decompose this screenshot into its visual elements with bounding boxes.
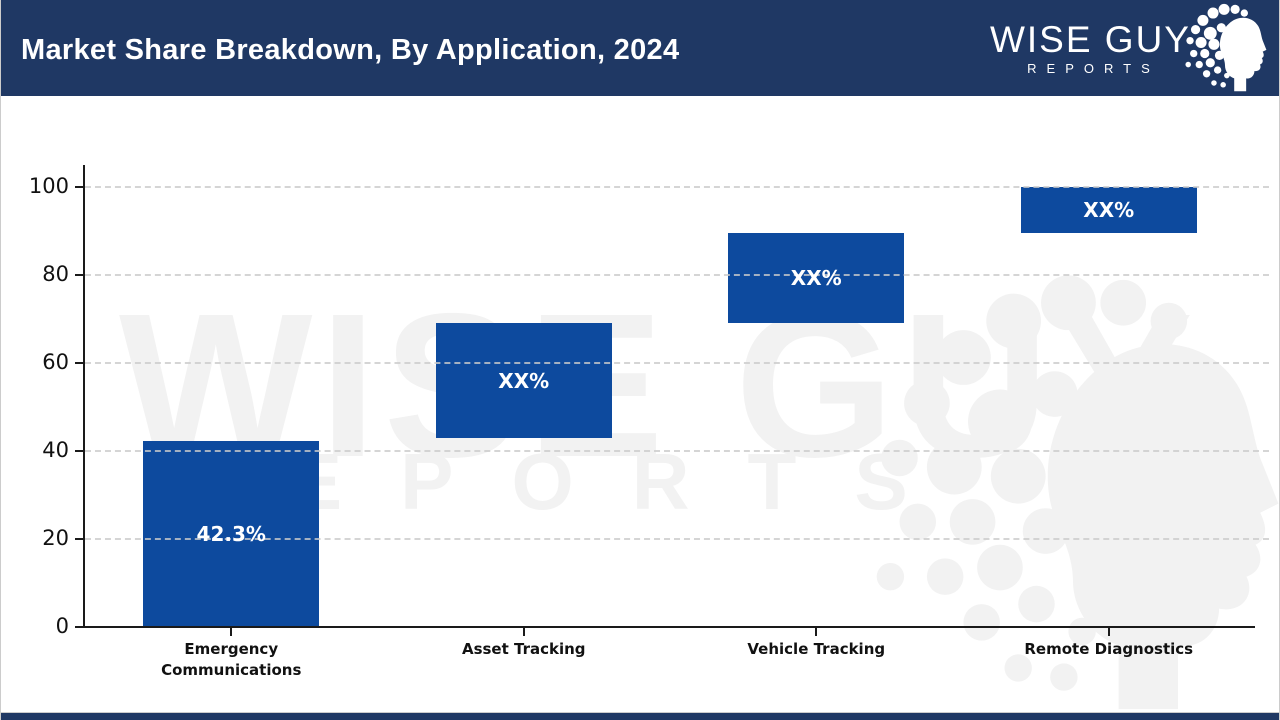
bar-value-label: XX%: [790, 266, 842, 291]
y-tick-mark: [75, 186, 84, 188]
x-axis-line: [83, 626, 1255, 628]
header: Market Share Breakdown, By Application, …: [1, 0, 1279, 96]
page-title: Market Share Breakdown, By Application, …: [21, 34, 680, 66]
gridline: [85, 538, 1269, 540]
y-tick-mark: [75, 538, 84, 540]
x-tick-mark: [815, 628, 818, 636]
x-category-label: Vehicle Tracking: [747, 640, 886, 658]
logo-line1: WISE GUY: [989, 19, 1191, 60]
x-tick-mark: [1107, 628, 1110, 636]
y-tick-label: 80: [42, 262, 69, 286]
bar: [435, 323, 612, 438]
bar-value-label: XX%: [1083, 198, 1135, 223]
brand-logo: WISE GUY REPORTS: [990, 2, 1273, 94]
logo-head-icon: [1177, 2, 1273, 94]
y-tick-label: 40: [42, 438, 69, 462]
x-tick-mark: [522, 628, 525, 636]
bar: [143, 440, 320, 627]
x-category-label: Remote Diagnostics: [1024, 640, 1194, 658]
gridline: [85, 450, 1269, 452]
y-tick-mark: [75, 362, 84, 364]
gridline: [85, 274, 1269, 276]
y-tick-label: 20: [42, 526, 69, 550]
bar-value-label: XX%: [498, 368, 550, 393]
watermark-head-icon: [863, 222, 1279, 720]
y-tick-mark: [75, 626, 84, 628]
gridline: [85, 362, 1269, 364]
footer-bar: [1, 712, 1279, 720]
y-tick-label: 60: [42, 350, 69, 374]
x-tick-mark: [230, 628, 233, 636]
y-tick-mark: [75, 450, 84, 452]
gridline: [85, 186, 1269, 188]
logo-line2: REPORTS: [1027, 61, 1160, 76]
bar-value-label: 42.3%: [196, 521, 266, 546]
y-tick-label: 100: [28, 174, 69, 198]
bar: [728, 233, 905, 324]
logo-wordmark: WISE GUY REPORTS: [989, 19, 1191, 77]
y-tick-label: 0: [55, 614, 69, 638]
y-tick-mark: [75, 274, 84, 276]
x-category-label: Emergency Communications: [161, 640, 302, 679]
bar: [1020, 187, 1197, 234]
y-axis-line: [83, 165, 85, 627]
x-category-label: Asset Tracking: [461, 640, 586, 658]
